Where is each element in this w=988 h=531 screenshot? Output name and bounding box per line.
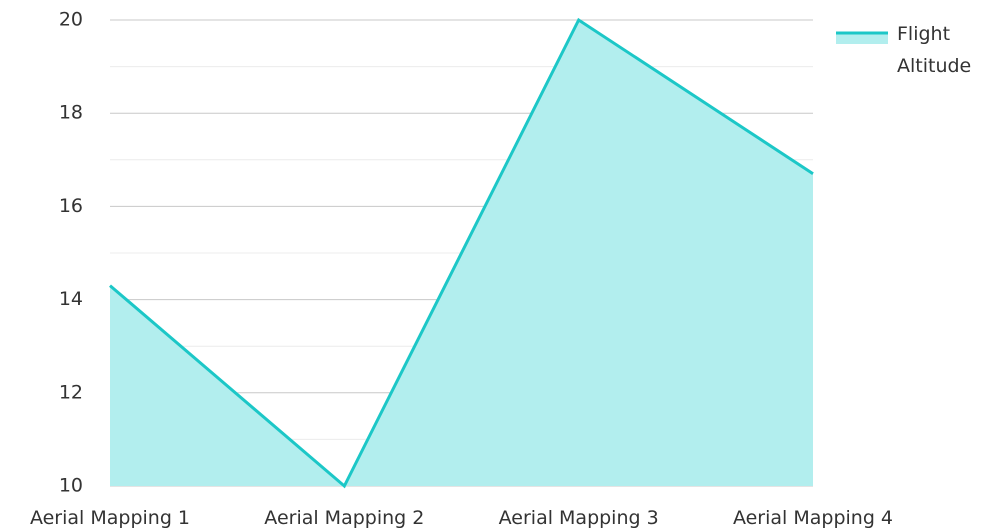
x-tick-label: Aerial Mapping 2: [264, 507, 424, 529]
y-tick-label: 10: [59, 475, 83, 497]
y-axis: 10 12 14 16 18 20: [59, 9, 83, 497]
x-tick-label: Aerial Mapping 3: [499, 507, 659, 529]
legend-swatch-fill: [836, 32, 888, 44]
x-axis: Aerial Mapping 1 Aerial Mapping 2 Aerial M…: [30, 507, 893, 529]
x-tick-label: Aerial Mapping 4: [733, 507, 893, 529]
series-line: [109, 17, 814, 489]
series-line-flight-altitude: [109, 17, 814, 489]
series-area: [110, 20, 813, 486]
x-tick-label: Aerial Mapping 1: [30, 507, 190, 529]
area-fill-flight-altitude: [110, 20, 813, 486]
y-tick-label: 14: [59, 288, 83, 310]
y-tick-label: 12: [59, 381, 83, 403]
y-tick-label: 16: [59, 195, 83, 217]
legend-label-line-1: Flight: [897, 23, 950, 45]
y-tick-label: 18: [59, 102, 83, 124]
y-tick-label: 20: [59, 9, 83, 31]
legend: Flight Altitude: [836, 23, 971, 77]
legend-label-line-2: Altitude: [897, 55, 971, 77]
